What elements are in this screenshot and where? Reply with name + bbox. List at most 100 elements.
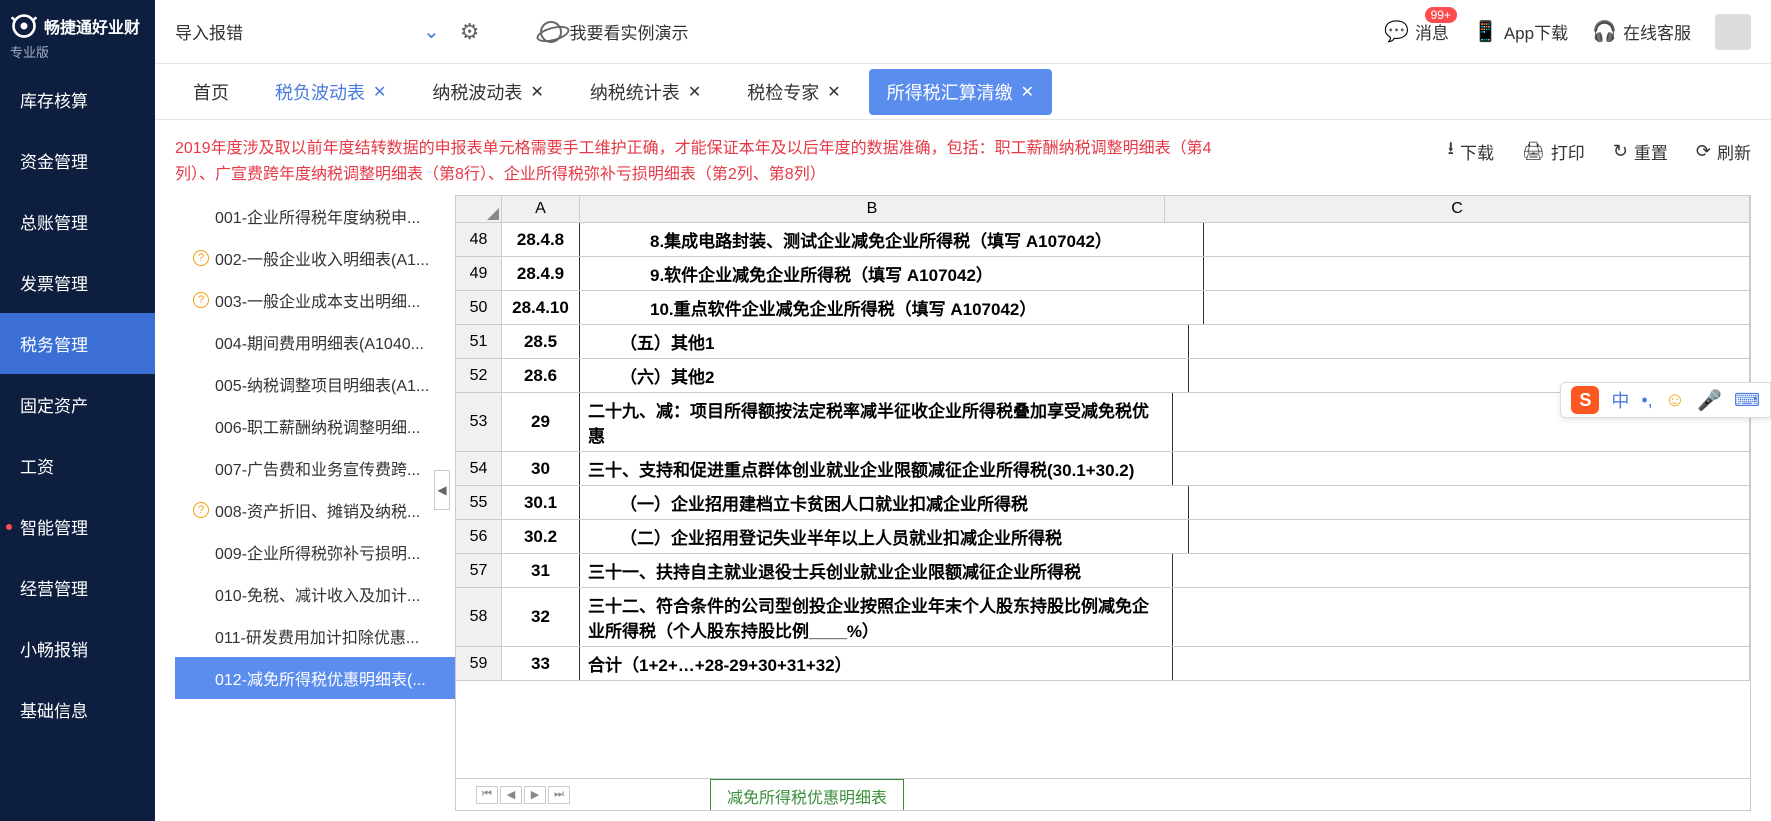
nav-item-3[interactable]: 发票管理	[0, 252, 155, 313]
cell-a[interactable]: 30.2	[502, 520, 580, 553]
cell-a[interactable]: 30	[502, 452, 580, 485]
tree-item-1[interactable]: ?002-一般企业收入明细表(A1...	[175, 237, 455, 279]
ime-mic-icon[interactable]: 🎤	[1697, 388, 1722, 413]
nav-item-0[interactable]: 库存核算	[0, 69, 155, 130]
cell-a[interactable]: 28.4.9	[502, 257, 580, 290]
app-download-button[interactable]: 📱 App下载	[1473, 19, 1568, 44]
tab-1[interactable]: 税负波动表✕	[257, 69, 404, 115]
download-button[interactable]: ⭳下载	[1448, 136, 1494, 166]
cell-c[interactable]	[1189, 486, 1750, 519]
tree-item-8[interactable]: 009-企业所得税弥补亏损明...	[175, 531, 455, 573]
row-header[interactable]: 57	[456, 554, 502, 587]
cell-a[interactable]: 28.4.8	[502, 223, 580, 256]
gear-icon[interactable]: ⚙	[460, 19, 480, 45]
ime-punct-icon[interactable]: •,	[1641, 390, 1652, 411]
col-header-c[interactable]: C	[1165, 196, 1750, 222]
customer-service-button[interactable]: 🎧 在线客服	[1592, 19, 1691, 44]
cell-a[interactable]: 31	[502, 554, 580, 587]
close-icon[interactable]: ✕	[827, 82, 840, 102]
row-header[interactable]: 55	[456, 486, 502, 519]
ime-keyboard-icon[interactable]: ⌨	[1734, 390, 1760, 411]
tree-item-10[interactable]: 011-研发费用加计扣除优惠...	[175, 615, 455, 657]
tree-item-11[interactable]: 012-减免所得税优惠明细表(...	[175, 657, 455, 699]
row-header[interactable]: 58	[456, 588, 502, 646]
cell-c[interactable]	[1173, 647, 1750, 680]
row-header[interactable]: 51	[456, 325, 502, 358]
row-header[interactable]: 49	[456, 257, 502, 290]
cell-c[interactable]	[1189, 520, 1750, 553]
tree-item-4[interactable]: 005-纳税调整项目明细表(A1...	[175, 363, 455, 405]
row-header[interactable]: 52	[456, 359, 502, 392]
sheet-tab[interactable]: 减免所得税优惠明细表	[710, 779, 904, 811]
close-icon[interactable]: ✕	[530, 82, 543, 102]
cell-b[interactable]: 8.集成电路封装、测试企业减免企业所得税（填写 A107042）	[580, 223, 1204, 256]
cell-c[interactable]	[1204, 291, 1750, 324]
cell-c[interactable]	[1189, 325, 1750, 358]
print-button[interactable]: 🖨打印	[1522, 136, 1585, 166]
close-icon[interactable]: ✕	[373, 82, 386, 102]
sheet-nav-first[interactable]: ⏮	[476, 786, 498, 804]
tab-4[interactable]: 税检专家✕	[729, 69, 858, 115]
tree-item-7[interactable]: ?008-资产折旧、摊销及纳税...	[175, 489, 455, 531]
ime-logo-icon[interactable]: S	[1571, 386, 1599, 414]
nav-item-10[interactable]: 基础信息	[0, 679, 155, 740]
row-header[interactable]: 54	[456, 452, 502, 485]
refresh-button[interactable]: ⟳刷新	[1696, 136, 1751, 166]
cell-a[interactable]: 33	[502, 647, 580, 680]
avatar[interactable]	[1715, 14, 1751, 50]
tab-0[interactable]: 首页	[175, 69, 247, 115]
sheet-nav-last[interactable]: ⏭	[548, 786, 570, 804]
row-header[interactable]: 53	[456, 393, 502, 451]
demo-link[interactable]: 我要看实例演示	[540, 19, 689, 44]
cell-c[interactable]	[1173, 452, 1750, 485]
cell-a[interactable]: 28.5	[502, 325, 580, 358]
cell-a[interactable]: 28.4.10	[502, 291, 580, 324]
tree-item-5[interactable]: 006-职工薪酬纳税调整明细...	[175, 405, 455, 447]
cell-b[interactable]: （六）其他2	[580, 359, 1189, 392]
cell-c[interactable]	[1173, 554, 1750, 587]
col-header-b[interactable]: B	[580, 196, 1165, 222]
cell-b[interactable]: （二）企业招用登记失业半年以上人员就业扣减企业所得税	[580, 520, 1189, 553]
cell-a[interactable]: 29	[502, 393, 580, 451]
ime-lang[interactable]: 中	[1611, 387, 1629, 413]
nav-item-7[interactable]: 智能管理	[0, 496, 155, 557]
close-icon[interactable]: ✕	[688, 82, 701, 102]
sheet-nav-prev[interactable]: ◀	[500, 786, 522, 804]
row-header[interactable]: 48	[456, 223, 502, 256]
row-header[interactable]: 50	[456, 291, 502, 324]
nav-item-5[interactable]: 固定资产	[0, 374, 155, 435]
nav-item-6[interactable]: 工资	[0, 435, 155, 496]
cell-b[interactable]: 三十一、扶持自主就业退役士兵创业就业企业限额减征企业所得税	[580, 554, 1173, 587]
nav-item-2[interactable]: 总账管理	[0, 191, 155, 252]
col-header-a[interactable]: A	[502, 196, 580, 222]
nav-item-9[interactable]: 小畅报销	[0, 618, 155, 679]
tree-item-2[interactable]: ?003-一般企业成本支出明细...	[175, 279, 455, 321]
tree-item-3[interactable]: 004-期间费用明细表(A1040...	[175, 321, 455, 363]
tab-3[interactable]: 纳税统计表✕	[572, 69, 719, 115]
cell-b[interactable]: 三十二、符合条件的公司型创投企业按照企业年末个人股东持股比例减免企业所得税（个人…	[580, 588, 1173, 646]
select-all-corner[interactable]	[456, 196, 502, 222]
cell-b[interactable]: 合计（1+2+…+28-29+30+31+32）	[580, 647, 1173, 680]
cell-b[interactable]: 二十九、减：项目所得额按法定税率减半征收企业所得税叠加享受减免税优惠	[580, 393, 1173, 451]
cell-b[interactable]: （五）其他1	[580, 325, 1189, 358]
nav-item-1[interactable]: 资金管理	[0, 130, 155, 191]
tree-item-9[interactable]: 010-免税、减计收入及加计...	[175, 573, 455, 615]
cell-a[interactable]: 28.6	[502, 359, 580, 392]
row-header[interactable]: 56	[456, 520, 502, 553]
tree-item-6[interactable]: 007-广告费和业务宣传费跨...	[175, 447, 455, 489]
import-error-dropdown[interactable]: 导入报错 ⌄	[175, 19, 440, 44]
cell-c[interactable]	[1204, 223, 1750, 256]
sheet-nav-next[interactable]: ▶	[524, 786, 546, 804]
cell-a[interactable]: 32	[502, 588, 580, 646]
tab-5[interactable]: 所得税汇算清缴✕	[869, 69, 1052, 115]
tree-item-0[interactable]: 001-企业所得税年度纳税申...	[175, 195, 455, 237]
ime-emoji-icon[interactable]: ☺	[1665, 389, 1685, 412]
cell-c[interactable]	[1204, 257, 1750, 290]
row-header[interactable]: 59	[456, 647, 502, 680]
cell-a[interactable]: 30.1	[502, 486, 580, 519]
messages-button[interactable]: 💬 消息 99+	[1384, 19, 1449, 44]
cell-b[interactable]: 三十、支持和促进重点群体创业就业企业限额减征企业所得税(30.1+30.2)	[580, 452, 1173, 485]
tab-2[interactable]: 纳税波动表✕	[414, 69, 561, 115]
nav-item-4[interactable]: 税务管理	[0, 313, 155, 374]
cell-b[interactable]: （一）企业招用建档立卡贫困人口就业扣减企业所得税	[580, 486, 1189, 519]
